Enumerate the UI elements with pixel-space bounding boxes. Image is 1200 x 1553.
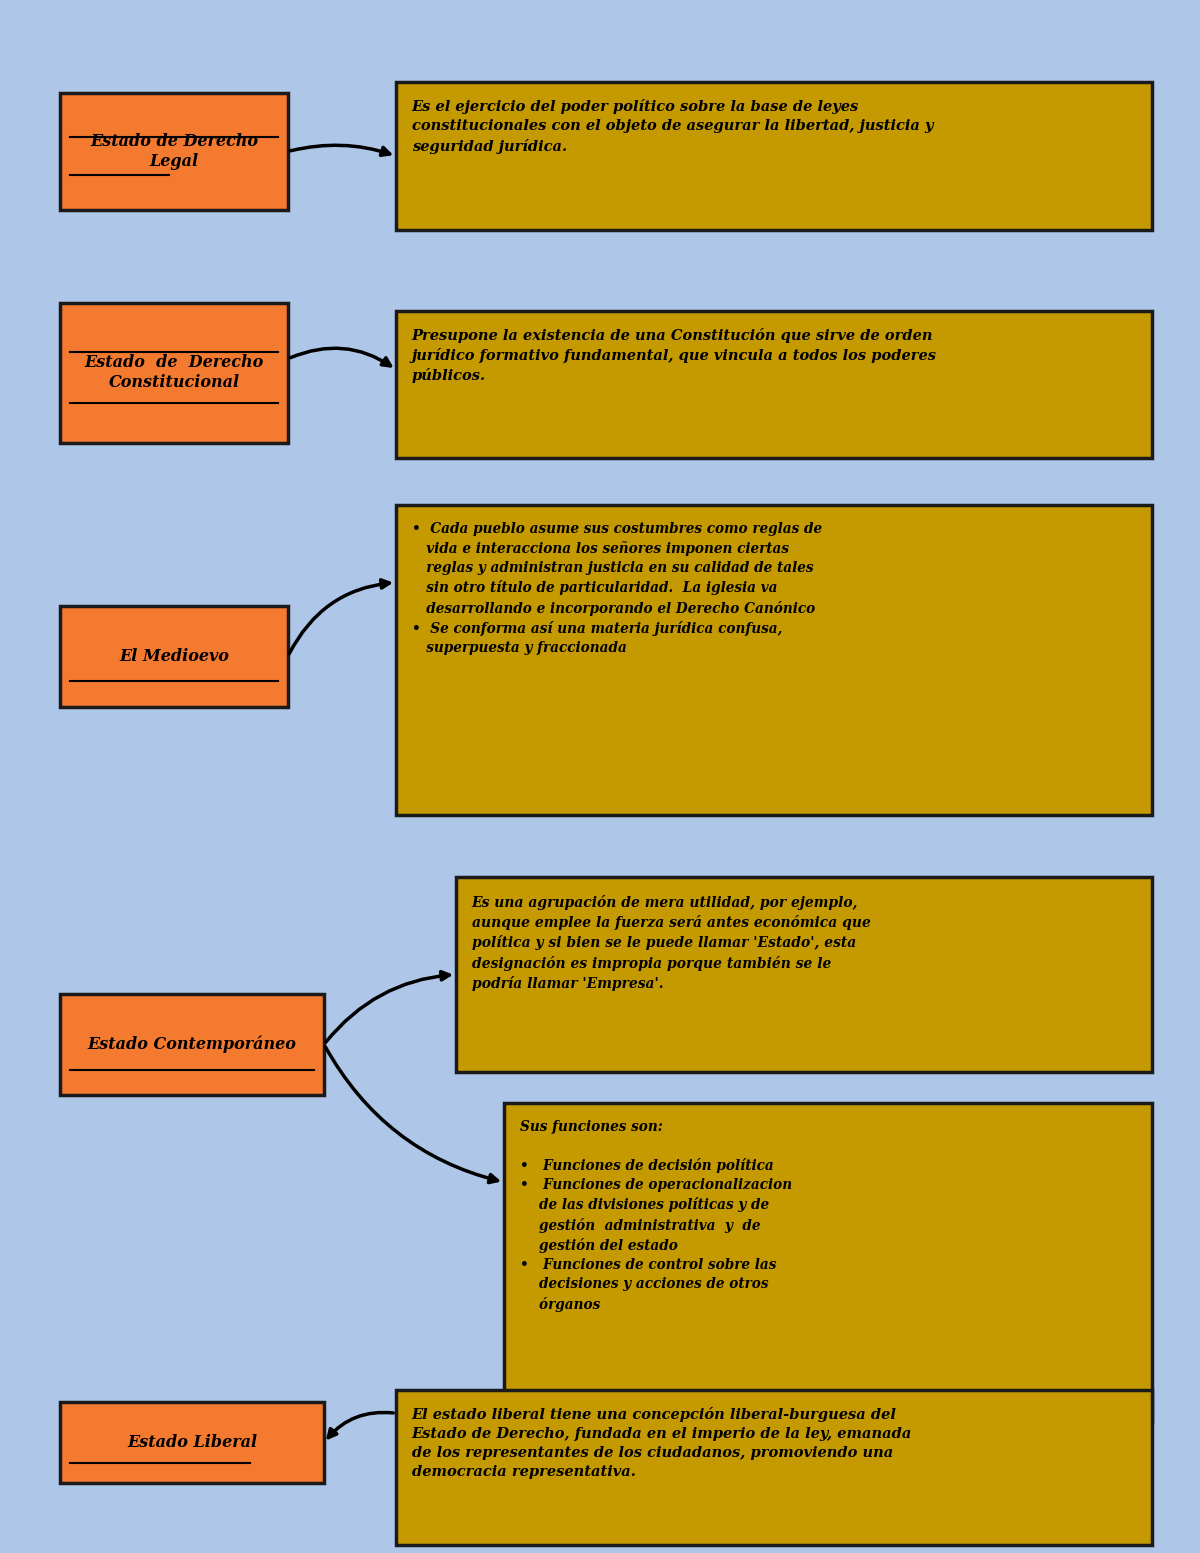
Text: Es el ejercicio del poder político sobre la base de leyes
constitucionales con e: Es el ejercicio del poder político sobre… <box>412 99 934 154</box>
Text: Estado Contemporáneo: Estado Contemporáneo <box>88 1036 296 1053</box>
Text: Presupone la existencia de una Constitución que sirve de orden
jurídico formativ: Presupone la existencia de una Constituc… <box>412 328 937 384</box>
Text: Estado  de  Derecho
Constitucional: Estado de Derecho Constitucional <box>84 354 264 391</box>
FancyBboxPatch shape <box>396 505 1152 815</box>
FancyBboxPatch shape <box>60 93 288 210</box>
Text: Es una agrupación de mera utilidad, por ejemplo,
aunque emplee la fuerza será an: Es una agrupación de mera utilidad, por … <box>472 895 870 991</box>
FancyBboxPatch shape <box>396 82 1152 230</box>
FancyArrowPatch shape <box>290 146 390 155</box>
FancyBboxPatch shape <box>60 606 288 707</box>
Text: Estado de Derecho
Legal: Estado de Derecho Legal <box>90 134 258 169</box>
FancyBboxPatch shape <box>60 994 324 1095</box>
FancyArrowPatch shape <box>329 1413 394 1438</box>
Text: El estado liberal tiene una concepción liberal-burguesa del
Estado de Derecho, f: El estado liberal tiene una concepción l… <box>412 1407 912 1478</box>
Text: •  Cada pueblo asume sus costumbres como reglas de
   vida e interacciona los se: • Cada pueblo asume sus costumbres como … <box>412 522 822 655</box>
Text: Sus funciones son:

•   Funciones de decisión política
•   Funciones de operacio: Sus funciones son: • Funciones de decisi… <box>520 1120 792 1312</box>
Text: El Medioevo: El Medioevo <box>119 648 229 665</box>
FancyArrowPatch shape <box>290 348 390 367</box>
FancyBboxPatch shape <box>396 1390 1152 1545</box>
FancyBboxPatch shape <box>60 303 288 443</box>
FancyBboxPatch shape <box>504 1103 1152 1421</box>
FancyArrowPatch shape <box>325 1047 498 1182</box>
FancyBboxPatch shape <box>456 877 1152 1072</box>
FancyBboxPatch shape <box>60 1402 324 1483</box>
FancyArrowPatch shape <box>289 579 389 654</box>
Text: Estado Liberal: Estado Liberal <box>127 1435 257 1451</box>
FancyBboxPatch shape <box>396 311 1152 458</box>
FancyArrowPatch shape <box>325 972 449 1042</box>
